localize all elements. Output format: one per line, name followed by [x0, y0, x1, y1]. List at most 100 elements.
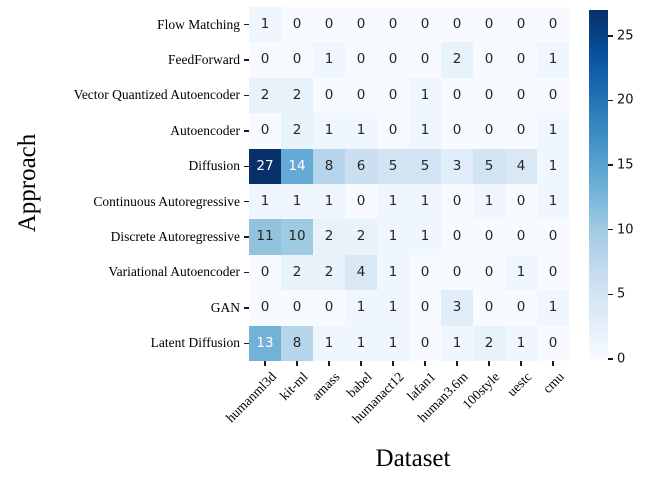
heatmap-cell: 8: [281, 325, 313, 361]
heatmap-cell: 0: [505, 113, 537, 149]
y-tick-row: Discrete Autoregressive: [0, 219, 249, 254]
heatmap-cell: 2: [249, 77, 281, 114]
heatmap-cell: 1: [537, 42, 569, 78]
heatmap-cell: 0: [409, 7, 441, 43]
heatmap-cell: 0: [345, 184, 377, 220]
heatmap-cell: 0: [473, 254, 505, 291]
heatmap-cell: 0: [537, 325, 569, 361]
heatmap-cell: 0: [249, 290, 281, 326]
y-tick-row: Latent Diffusion: [0, 326, 249, 361]
heatmap-cell: 1: [345, 113, 377, 149]
heatmap-cell: 5: [473, 148, 505, 184]
heatmap-cell: 0: [473, 290, 505, 326]
heatmap-cell: 1: [281, 184, 313, 220]
y-tick-mark: [244, 271, 249, 274]
colorbar-tick-mark: [608, 35, 613, 37]
heatmap-cell: 11: [249, 219, 281, 255]
heatmap-cell: 2: [281, 254, 313, 291]
heatmap-cell: 1: [249, 7, 281, 43]
heatmap-cell: 0: [473, 7, 505, 43]
x-tick-mark: [424, 361, 426, 366]
colorbar-tick-mark: [608, 228, 613, 231]
heatmap-cell: 3: [441, 148, 473, 184]
heatmap-cell: 1: [537, 148, 569, 184]
heatmap-cell: 0: [377, 7, 409, 43]
heatmap-cell: 0: [441, 77, 473, 114]
y-tick-row: Diffusion: [0, 149, 249, 184]
heatmap-cell: 0: [505, 290, 537, 326]
heatmap-cell: 1: [505, 325, 537, 361]
heatmap-cell: 0: [409, 290, 441, 326]
x-tick-mark: [520, 361, 522, 366]
heatmap-cell: 1: [313, 42, 345, 78]
y-tick-label: FeedForward: [168, 52, 240, 68]
colorbar-tick-label: 10: [617, 222, 634, 238]
x-tick-mark: [488, 361, 490, 366]
heatmap-cell: 1: [409, 219, 441, 255]
heatmap-cell: 0: [249, 42, 281, 78]
x-tick-mark: [264, 361, 266, 366]
x-tick-label: amass: [308, 369, 343, 403]
heatmap-cell: 1: [537, 184, 569, 220]
heatmap-cell: 0: [281, 290, 313, 326]
y-tick-label: Diffusion: [188, 158, 240, 174]
y-tick-label: Flow Matching: [157, 16, 240, 32]
colorbar-tick-mark: [608, 293, 613, 296]
y-tick-label: Discrete Autoregressive: [110, 229, 240, 245]
heatmap-cell: 0: [313, 7, 345, 43]
heatmap-cell: 2: [313, 219, 345, 255]
heatmap-cell: 0: [377, 77, 409, 114]
colorbar-tick-label: 0: [617, 351, 626, 367]
x-tick-label: kit-ml: [276, 369, 311, 403]
x-tick-label: cmu: [539, 369, 567, 397]
x-tick-mark: [296, 361, 298, 366]
y-tick-mark: [244, 307, 249, 309]
heatmap-cell: 0: [249, 113, 281, 149]
y-tick-mark: [244, 23, 249, 26]
y-tick-row: Continuous Autoregressive: [0, 184, 249, 219]
x-tick-label: uestc: [504, 369, 535, 400]
heatmap-cell: 2: [281, 113, 313, 149]
heatmap-cell: 1: [345, 290, 377, 326]
heatmap-cell: 5: [377, 148, 409, 184]
colorbar-tick-label: 5: [617, 286, 626, 302]
heatmap-cell: 2: [473, 325, 505, 361]
heatmap-cell: 0: [345, 7, 377, 43]
heatmap-cell: 0: [537, 7, 569, 43]
heatmap-cell: 0: [249, 254, 281, 291]
colorbar-tick-mark: [608, 358, 613, 360]
heatmap-cell: 0: [377, 113, 409, 149]
y-tick-mark: [244, 236, 249, 238]
heatmap-cell: 0: [409, 325, 441, 361]
heatmap-cell: 1: [473, 184, 505, 220]
heatmap-cell: 0: [409, 254, 441, 291]
heatmap-cell: 0: [473, 219, 505, 255]
heatmap-cell: 1: [345, 325, 377, 361]
heatmap-cell: 13: [249, 325, 281, 361]
heatmap-cell: 0: [537, 77, 569, 114]
y-tick-row: Flow Matching: [0, 7, 249, 42]
heatmap-cell: 0: [537, 254, 569, 291]
heatmap-cell: 0: [441, 184, 473, 220]
x-tick-mark: [456, 361, 458, 366]
y-tick-row: Variational Autoencoder: [0, 255, 249, 290]
y-tick-label: Continuous Autoregressive: [93, 193, 240, 209]
y-tick-row: GAN: [0, 290, 249, 325]
x-tick-mark: [360, 361, 362, 366]
heatmap-cell: 1: [377, 290, 409, 326]
colorbar-tick-label: 15: [617, 157, 634, 173]
heatmap-cell: 4: [345, 254, 377, 291]
heatmap-cell: 1: [313, 325, 345, 361]
heatmap-cell: 0: [441, 113, 473, 149]
heatmap-cell: 1: [537, 290, 569, 326]
y-tick-row: Vector Quantized Autoencoder: [0, 78, 249, 113]
heatmap-cell: 1: [409, 184, 441, 220]
heatmap-cell: 0: [505, 184, 537, 220]
x-axis-title: Dataset: [375, 445, 451, 472]
y-tick-label: Autoencoder: [170, 122, 240, 138]
heatmap-cell: 0: [345, 42, 377, 78]
heatmap-cell: 1: [441, 325, 473, 361]
y-tick-label: Latent Diffusion: [150, 335, 240, 351]
x-tick-mark: [328, 361, 330, 366]
